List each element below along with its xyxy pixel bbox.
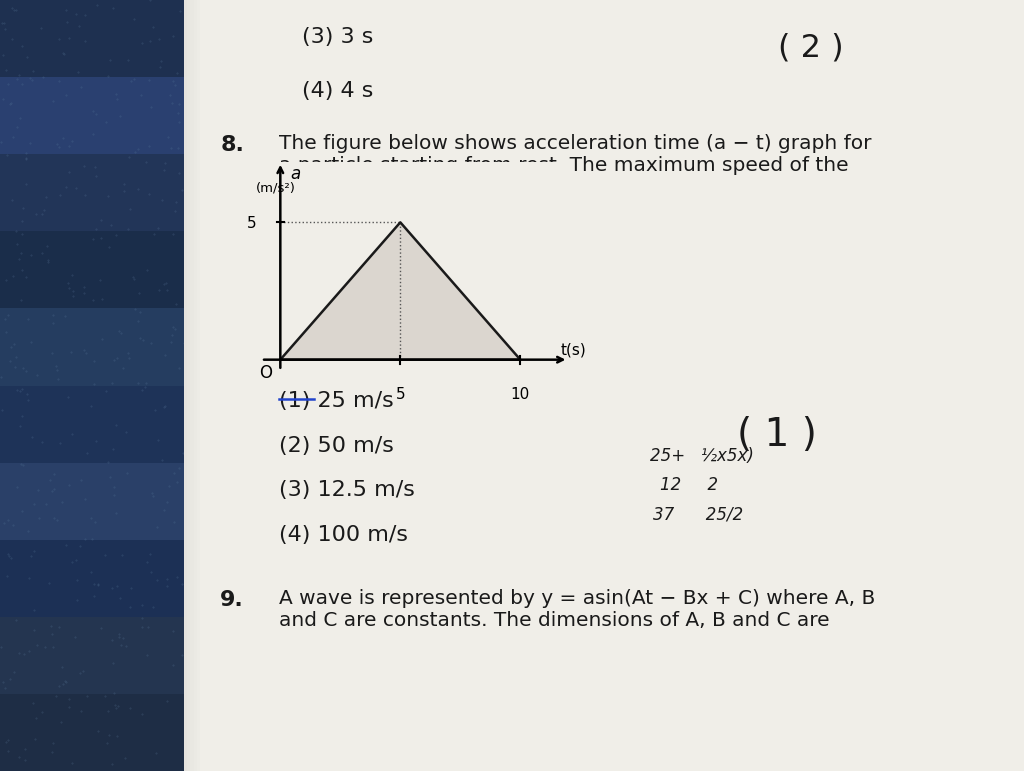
Text: The figure below shows acceleration time (a − t) graph for
a particle starting f: The figure below shows acceleration time…	[279, 134, 871, 197]
Text: (m/s²): (m/s²)	[256, 181, 296, 194]
Text: ( 2 ): ( 2 )	[778, 32, 844, 63]
Text: 9.: 9.	[220, 590, 244, 610]
Bar	[0, 308, 184, 386]
Text: A wave is represented by y = asin(At − Bx + C) where A, B
and C are constants. T: A wave is represented by y = asin(At − B…	[279, 589, 874, 630]
Text: (3) 12.5 m/s: (3) 12.5 m/s	[279, 480, 415, 500]
Polygon shape	[281, 222, 520, 359]
Text: t(s): t(s)	[561, 342, 587, 358]
Bar	[194, 0, 197, 771]
Bar	[190, 0, 194, 771]
Text: 25+   ½x5x): 25+ ½x5x)	[650, 447, 754, 465]
Bar	[0, 463, 184, 540]
Bar	[187, 0, 190, 771]
Bar	[0, 617, 184, 694]
Text: 12     2: 12 2	[660, 476, 719, 494]
Bar	[197, 0, 200, 771]
Bar	[0, 154, 184, 231]
Bar	[184, 0, 187, 771]
Bar	[0, 0, 184, 77]
Text: 37      25/2: 37 25/2	[653, 506, 743, 524]
Bar	[184, 0, 1024, 771]
Bar	[0, 77, 184, 154]
Bar	[0, 386, 184, 463]
Text: (2) 50 m/s: (2) 50 m/s	[279, 436, 393, 456]
Text: (1) 25 m/s: (1) 25 m/s	[279, 391, 393, 411]
Bar	[0, 694, 184, 771]
Text: ( 1 ): ( 1 )	[737, 416, 817, 454]
Text: a: a	[290, 165, 300, 183]
Bar	[0, 540, 184, 617]
Bar	[0, 231, 184, 308]
Text: 8.: 8.	[220, 135, 244, 155]
Text: O: O	[259, 365, 272, 382]
Text: (3) 3 s: (3) 3 s	[302, 27, 374, 47]
Text: (4) 100 m/s: (4) 100 m/s	[279, 525, 408, 545]
Text: (4) 4 s: (4) 4 s	[302, 81, 374, 101]
